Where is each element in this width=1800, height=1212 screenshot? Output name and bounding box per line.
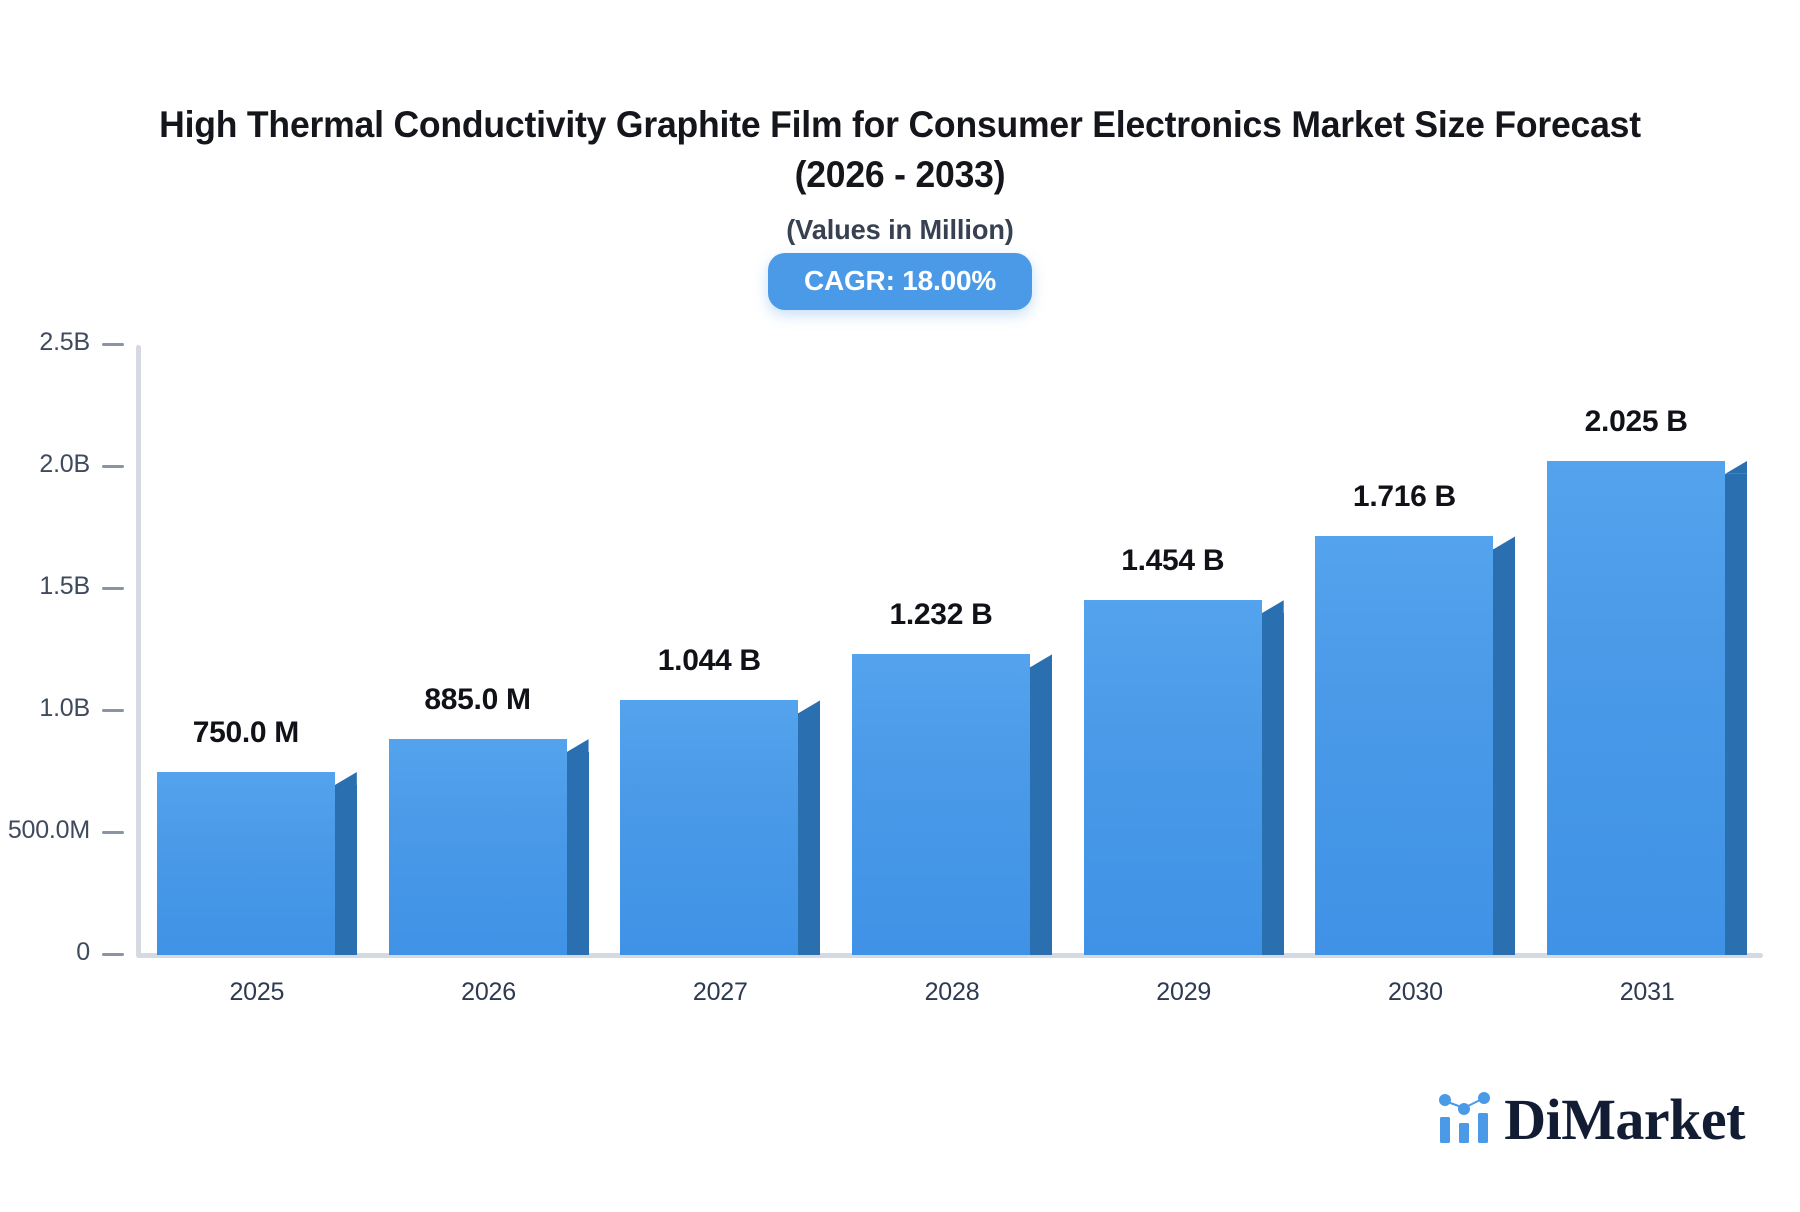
bar-top-bevel bbox=[1261, 600, 1284, 614]
y-axis-tick-mark bbox=[102, 709, 124, 712]
y-axis-tick-mark bbox=[102, 831, 124, 834]
bar[interactable] bbox=[1083, 600, 1284, 955]
y-axis-tick-label: 1.0B bbox=[39, 694, 90, 722]
bar-top-bevel bbox=[798, 700, 821, 714]
bar-top-bevel bbox=[1030, 654, 1052, 668]
cagr-status-badge: CAGR: 18.00% bbox=[767, 252, 1033, 311]
bar-column[interactable]: 885.0 M bbox=[388, 345, 589, 955]
bar-front-face bbox=[388, 739, 567, 955]
bar[interactable] bbox=[620, 700, 821, 955]
y-axis-tick-mark bbox=[102, 343, 124, 346]
bar-side-face bbox=[566, 752, 589, 955]
y-axis-tick-mark bbox=[102, 953, 124, 956]
bar-value-label: 750.0 M bbox=[192, 716, 300, 749]
bar-column[interactable]: 750.0 M bbox=[156, 345, 357, 955]
bar-front-face bbox=[620, 700, 799, 955]
y-axis-tick-label: 1.5B bbox=[39, 572, 90, 600]
x-axis-label: 2027 bbox=[692, 978, 748, 1006]
bar-side-face bbox=[1493, 549, 1516, 955]
bar-side-face bbox=[1725, 473, 1748, 955]
x-axis-baseline bbox=[136, 953, 1763, 958]
bar-column[interactable]: 1.454 B bbox=[1083, 345, 1284, 955]
chart-subtitle: (Values in Million) bbox=[786, 213, 1014, 245]
bar[interactable] bbox=[852, 654, 1052, 955]
bar-value-label: 885.0 M bbox=[424, 683, 531, 717]
bar-value-label: 1.232 B bbox=[889, 598, 993, 632]
bar-value-label: 1.044 B bbox=[657, 644, 761, 678]
brand-logo: DiMarket bbox=[1436, 1089, 1745, 1150]
bar-column[interactable]: 1.232 B bbox=[852, 345, 1052, 955]
y-axis-spine bbox=[136, 345, 141, 957]
bar-column[interactable]: 2.025 B bbox=[1547, 345, 1748, 955]
bar[interactable] bbox=[156, 772, 357, 955]
x-axis-label: 2030 bbox=[1388, 978, 1443, 1006]
bar-series: 750.0 M 885.0 M 1.044 B 1.232 B 1.454 B 1.716… bbox=[141, 345, 1763, 955]
y-axis-tick-mark bbox=[102, 465, 124, 468]
bar-value-label: 1.454 B bbox=[1121, 544, 1225, 578]
bar-top-bevel bbox=[1725, 460, 1748, 474]
bar-column[interactable]: 1.044 B bbox=[620, 345, 821, 955]
bar-side-face bbox=[798, 713, 821, 955]
bar[interactable] bbox=[1315, 536, 1516, 955]
bar-front-face bbox=[1083, 600, 1262, 955]
cagr-badge-container: CAGR: 18.00% bbox=[0, 252, 1800, 311]
bar[interactable] bbox=[1547, 460, 1748, 955]
bar-front-face bbox=[1547, 460, 1726, 955]
y-axis-tick-label: 2.0B bbox=[39, 450, 90, 478]
y-axis-tick-label: 0 bbox=[76, 938, 90, 966]
page-title: High Thermal Conductivity Graphite Film … bbox=[159, 104, 1641, 195]
y-axis-tick-mark bbox=[102, 587, 124, 590]
chart-header: High Thermal Conductivity Graphite Film … bbox=[0, 100, 1800, 311]
bar-value-label: 1.716 B bbox=[1352, 480, 1456, 514]
bar-top-bevel bbox=[1493, 536, 1516, 550]
bar-front-face bbox=[156, 772, 335, 955]
bar-front-face bbox=[852, 654, 1030, 955]
x-axis-label: 2028 bbox=[924, 978, 980, 1006]
bar[interactable] bbox=[388, 739, 589, 955]
bar-side-face bbox=[1261, 613, 1284, 955]
bar-top-bevel bbox=[566, 739, 589, 753]
bar-chart-icon bbox=[1436, 1089, 1494, 1150]
bar-side-face bbox=[334, 785, 357, 955]
brand-name: DiMarket bbox=[1504, 1086, 1745, 1152]
bar-top-bevel bbox=[334, 772, 357, 785]
x-axis-label: 2025 bbox=[229, 978, 285, 1006]
bar-front-face bbox=[1315, 536, 1494, 955]
y-axis-tick-label: 2.5B bbox=[39, 328, 90, 356]
x-axis-label: 2026 bbox=[461, 978, 516, 1006]
x-axis-label: 2029 bbox=[1156, 978, 1212, 1006]
bar-value-label: 2.025 B bbox=[1584, 404, 1688, 438]
bar-side-face bbox=[1030, 667, 1052, 955]
bar-column[interactable]: 1.716 B bbox=[1315, 345, 1516, 955]
x-axis-label: 2031 bbox=[1619, 978, 1675, 1006]
y-axis-tick-label: 500.0M bbox=[7, 816, 90, 844]
